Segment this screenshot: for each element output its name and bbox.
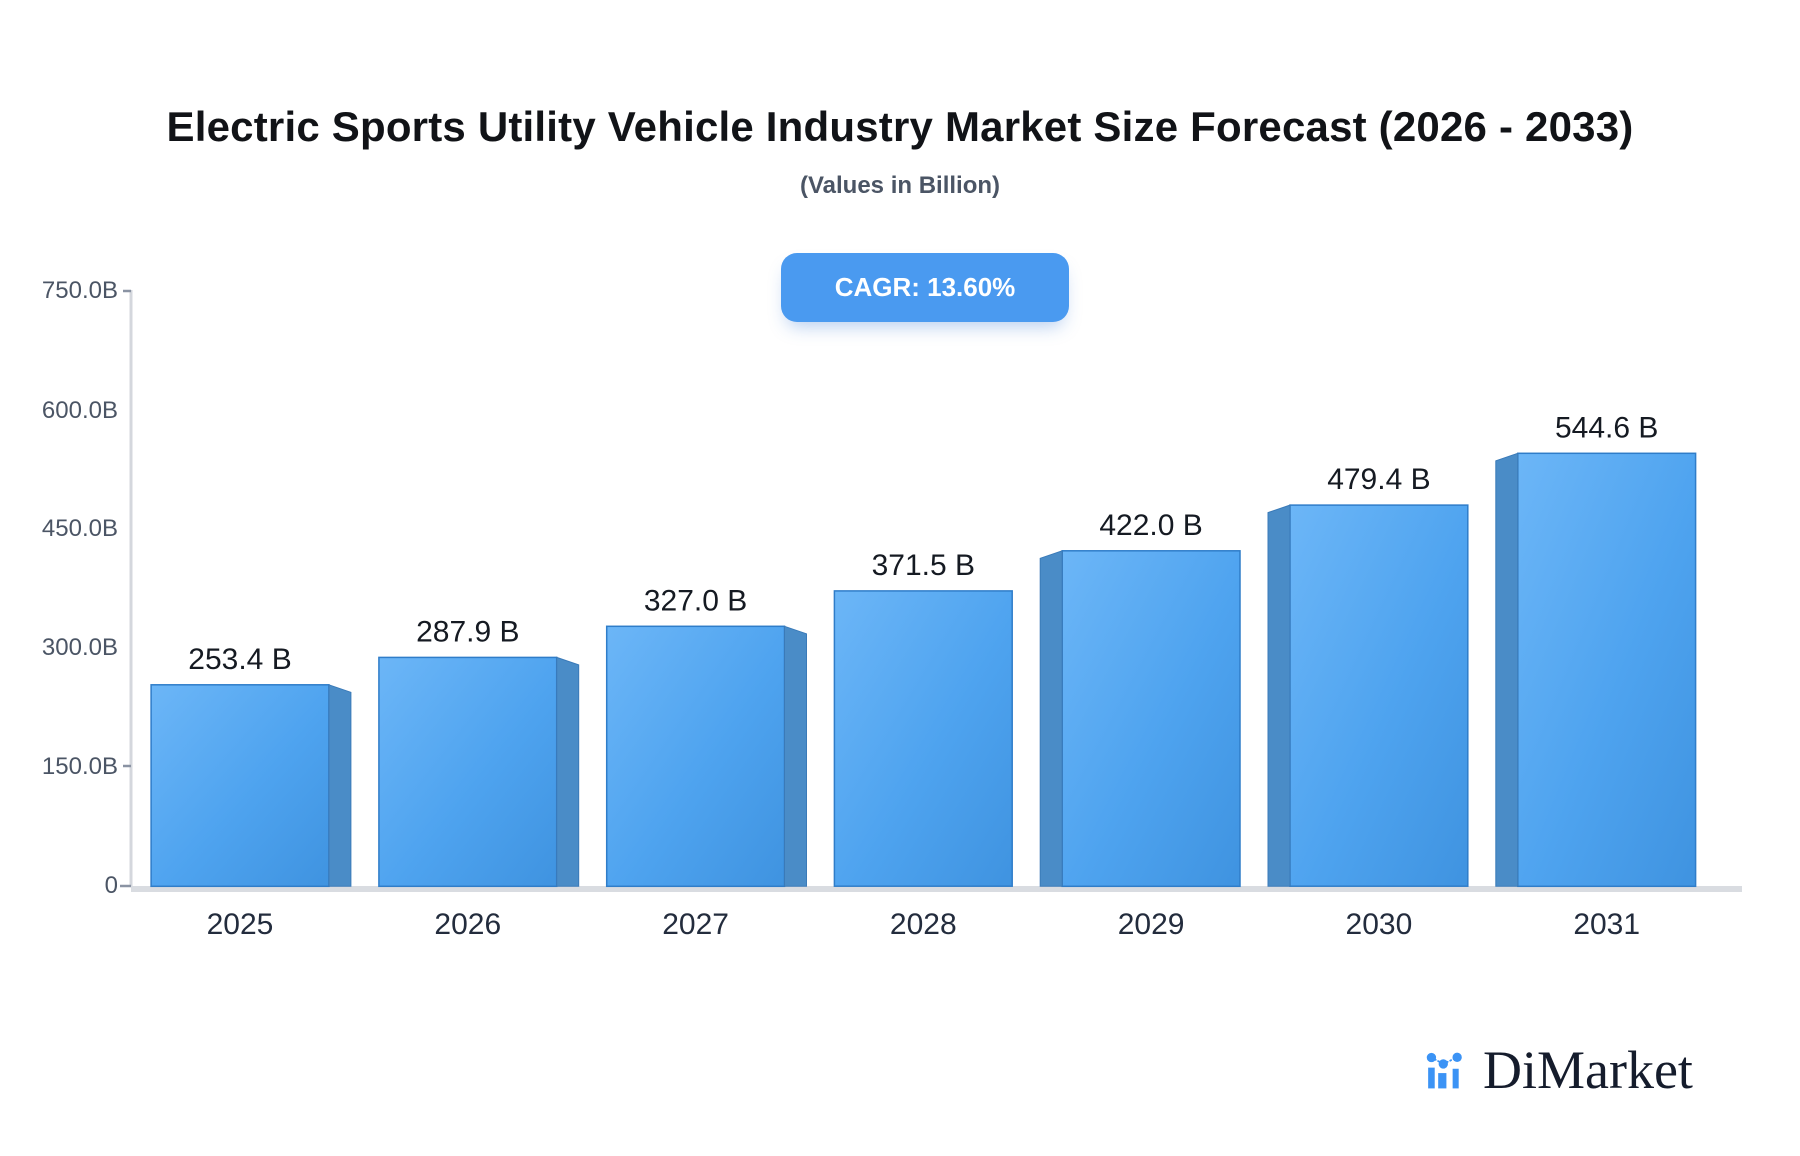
svg-text:2030: 2030 <box>1346 908 1413 941</box>
svg-text:253.4 B: 253.4 B <box>188 643 291 676</box>
svg-text:371.5 B: 371.5 B <box>872 549 975 582</box>
svg-text:300.0B: 300.0B <box>42 634 118 661</box>
svg-text:544.6 B: 544.6 B <box>1555 411 1658 444</box>
svg-text:327.0 B: 327.0 B <box>644 584 747 617</box>
svg-text:2031: 2031 <box>1573 908 1640 941</box>
svg-text:150.0B: 150.0B <box>42 753 118 780</box>
svg-text:2026: 2026 <box>434 908 501 941</box>
svg-text:287.9 B: 287.9 B <box>416 615 519 648</box>
svg-text:2027: 2027 <box>662 908 729 941</box>
svg-text:600.0B: 600.0B <box>42 397 118 424</box>
svg-text:2025: 2025 <box>207 908 274 941</box>
svg-text:450.0B: 450.0B <box>42 515 118 542</box>
svg-text:750.0B: 750.0B <box>42 277 118 304</box>
svg-text:2028: 2028 <box>890 908 957 941</box>
svg-text:2029: 2029 <box>1118 908 1185 941</box>
svg-text:422.0 B: 422.0 B <box>1099 509 1202 542</box>
svg-text:0: 0 <box>105 872 118 899</box>
svg-text:479.4 B: 479.4 B <box>1327 463 1430 496</box>
